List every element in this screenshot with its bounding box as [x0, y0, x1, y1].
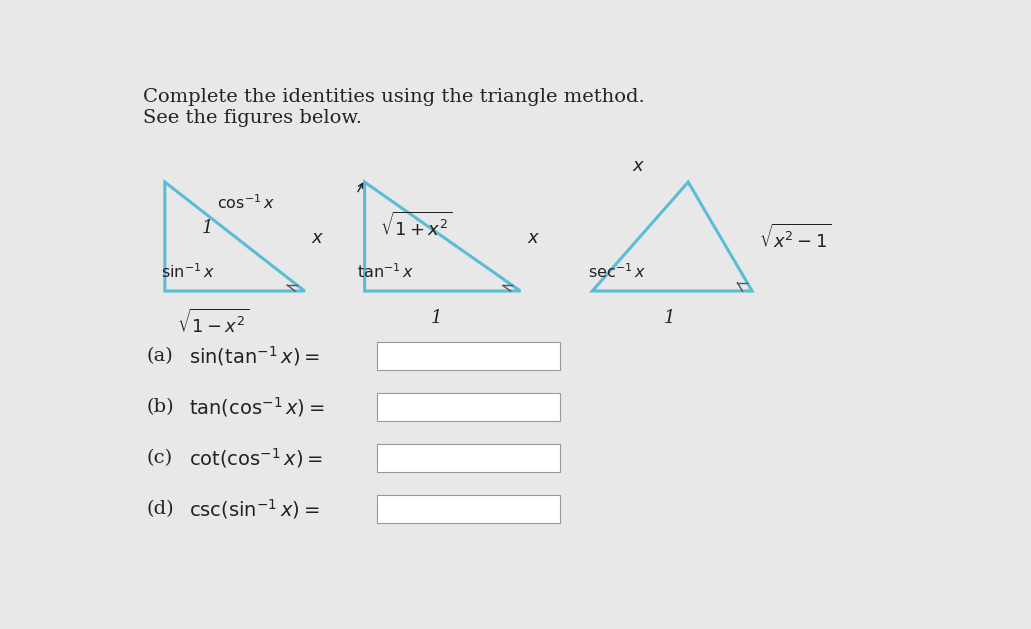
- Text: $x$: $x$: [311, 229, 325, 247]
- Text: 1: 1: [201, 219, 213, 237]
- Bar: [376, 393, 561, 421]
- Text: 1: 1: [663, 309, 674, 327]
- Text: $\cot(\cos^{-1}x)=$: $\cot(\cos^{-1}x)=$: [189, 446, 323, 470]
- Text: $x$: $x$: [527, 229, 540, 247]
- Text: Complete the identities using the triangle method.: Complete the identities using the triang…: [143, 87, 645, 106]
- Text: $\sin(\tan^{-1}x)=$: $\sin(\tan^{-1}x)=$: [189, 345, 320, 369]
- Text: (b): (b): [146, 398, 174, 416]
- Text: $\csc(\sin^{-1}x)=$: $\csc(\sin^{-1}x)=$: [189, 497, 320, 521]
- Text: $\sqrt{x^2-1}$: $\sqrt{x^2-1}$: [759, 223, 831, 252]
- Text: (a): (a): [146, 347, 173, 365]
- Text: $\cos^{-1}x$: $\cos^{-1}x$: [217, 194, 275, 213]
- Text: $\sqrt{1+x^2}$: $\sqrt{1+x^2}$: [380, 211, 453, 240]
- Bar: [376, 444, 561, 472]
- Text: $\tan(\cos^{-1}x)=$: $\tan(\cos^{-1}x)=$: [189, 395, 325, 419]
- Bar: [376, 495, 561, 523]
- Text: $\sin^{-1}x$: $\sin^{-1}x$: [161, 264, 215, 282]
- Text: $\tan^{-1}x$: $\tan^{-1}x$: [358, 264, 414, 282]
- Text: See the figures below.: See the figures below.: [143, 109, 362, 128]
- Text: $\sec^{-1}x$: $\sec^{-1}x$: [588, 264, 645, 282]
- Text: 1: 1: [431, 309, 442, 327]
- Text: $x$: $x$: [632, 157, 645, 175]
- Text: (c): (c): [146, 449, 172, 467]
- Text: $\sqrt{1-x^2}$: $\sqrt{1-x^2}$: [176, 309, 248, 337]
- Bar: [376, 342, 561, 370]
- Text: (d): (d): [146, 500, 174, 518]
